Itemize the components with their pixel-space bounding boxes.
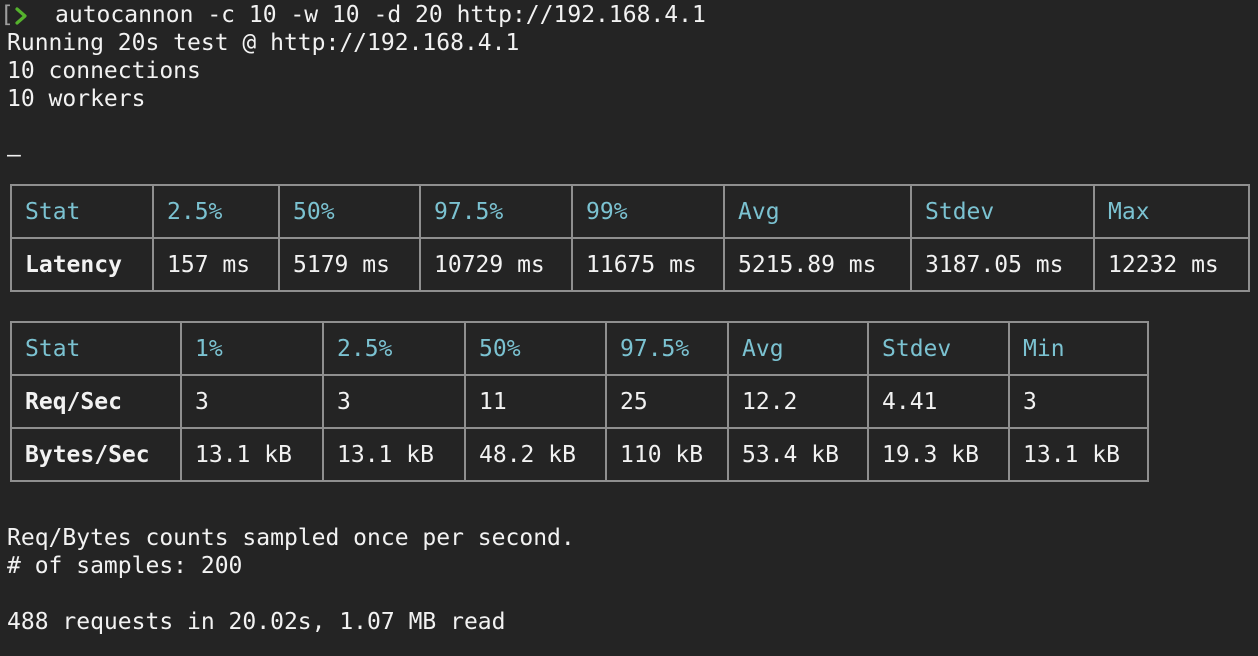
output-line-connections: 10 connections <box>7 58 201 84</box>
command-mark: [ <box>0 2 14 28</box>
bytessec-p2_5: 13.1 kB <box>322 427 466 482</box>
reqsec-table-row: Req/Sec 3 3 11 25 12.2 4.41 3 <box>10 374 1149 429</box>
sampling-note: Req/Bytes counts sampled once per second… <box>7 525 575 551</box>
latency-table-row: Latency 157 ms 5179 ms 10729 ms 11675 ms… <box>10 237 1250 292</box>
col-header-stdev: Stdev <box>867 321 1010 376</box>
prompt-arrow-icon <box>14 1 28 29</box>
output-line-running: Running 20s test @ http://192.168.4.1 <box>7 30 520 56</box>
col-header-p99: 99% <box>571 184 725 239</box>
col-header-p97_5: 97.5% <box>419 184 573 239</box>
latency-p99: 11675 ms <box>571 237 725 292</box>
col-header-p50: 50% <box>278 184 421 239</box>
latency-max: 12232 ms <box>1093 237 1250 292</box>
bytessec-p97_5: 110 kB <box>605 427 729 482</box>
progress-indicator: – <box>7 142 21 168</box>
output-line-workers: 10 workers <box>7 86 146 112</box>
reqsec-min: 3 <box>1008 374 1149 429</box>
bytessec-avg: 53.4 kB <box>727 427 869 482</box>
row-label-reqsec: Req/Sec <box>10 374 182 429</box>
bytessec-p50: 48.2 kB <box>464 427 607 482</box>
command-text: autocannon -c 10 -w 10 -d 20 http://192.… <box>55 2 706 28</box>
bytessec-stdev: 19.3 kB <box>867 427 1010 482</box>
latency-p2_5: 157 ms <box>152 237 280 292</box>
blank-line <box>7 113 1258 141</box>
col-header-avg: Avg <box>723 184 912 239</box>
reqsec-p2_5: 3 <box>322 374 466 429</box>
col-header-p50: 50% <box>464 321 607 376</box>
latency-avg: 5215.89 ms <box>723 237 912 292</box>
bytessec-min: 13.1 kB <box>1008 427 1149 482</box>
reqsec-avg: 12.2 <box>727 374 869 429</box>
summary-block: Req/Bytes counts sampled once per second… <box>7 524 1258 636</box>
reqsec-p97_5: 25 <box>605 374 729 429</box>
row-label-latency: Latency <box>10 237 154 292</box>
bytessec-table-row: Bytes/Sec 13.1 kB 13.1 kB 48.2 kB 110 kB… <box>10 427 1149 482</box>
col-header-p2_5: 2.5% <box>152 184 280 239</box>
col-header-p97_5: 97.5% <box>605 321 729 376</box>
throughput-table-header-row: Stat 1% 2.5% 50% 97.5% Avg Stdev Min <box>10 321 1149 376</box>
latency-p50: 5179 ms <box>278 237 421 292</box>
col-header-min: Min <box>1008 321 1149 376</box>
col-header-stdev: Stdev <box>910 184 1095 239</box>
reqsec-stdev: 4.41 <box>867 374 1010 429</box>
latency-table-header-row: Stat 2.5% 50% 97.5% 99% Avg Stdev Max <box>10 184 1250 239</box>
latency-table: Stat 2.5% 50% 97.5% 99% Avg Stdev Max La… <box>10 184 1250 292</box>
command-line: [ autocannon -c 10 -w 10 -d 20 http://19… <box>0 1 1258 29</box>
col-header-p2_5: 2.5% <box>322 321 466 376</box>
bytessec-p1: 13.1 kB <box>180 427 324 482</box>
row-label-bytessec: Bytes/Sec <box>10 427 182 482</box>
col-header-stat: Stat <box>10 321 182 376</box>
latency-p97_5: 10729 ms <box>419 237 573 292</box>
col-header-p1: 1% <box>180 321 324 376</box>
col-header-max: Max <box>1093 184 1250 239</box>
reqsec-p50: 11 <box>464 374 607 429</box>
latency-stdev: 3187.05 ms <box>910 237 1095 292</box>
run-summary: 488 requests in 20.02s, 1.07 MB read <box>7 609 506 635</box>
samples-count: # of samples: 200 <box>7 553 243 579</box>
col-header-avg: Avg <box>727 321 869 376</box>
reqsec-p1: 3 <box>180 374 324 429</box>
blank-line <box>7 580 1258 608</box>
throughput-table: Stat 1% 2.5% 50% 97.5% Avg Stdev Min Req… <box>10 321 1149 482</box>
col-header-stat: Stat <box>10 184 154 239</box>
